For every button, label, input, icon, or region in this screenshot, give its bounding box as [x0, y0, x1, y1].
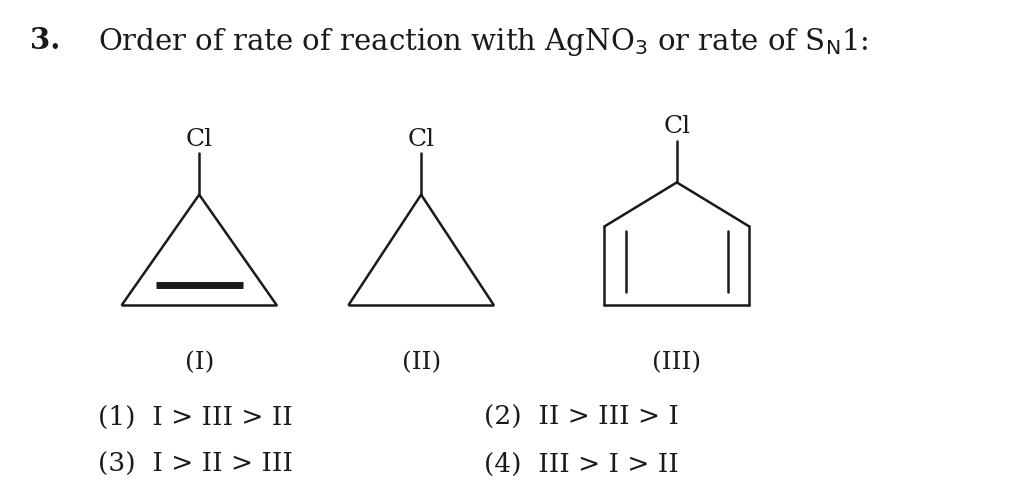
Text: (3)  I > II > III: (3) I > II > III: [98, 452, 293, 476]
Text: (II): (II): [401, 351, 440, 374]
Text: Cl: Cl: [408, 127, 435, 151]
Text: 3.: 3.: [31, 26, 60, 55]
Text: (I): (I): [184, 351, 214, 374]
Text: (2)  II > III > I: (2) II > III > I: [484, 405, 679, 430]
Text: Cl: Cl: [185, 127, 213, 151]
Text: (4)  III > I > II: (4) III > I > II: [484, 452, 679, 476]
Text: (1)  I > III > II: (1) I > III > II: [98, 405, 293, 430]
Text: Cl: Cl: [664, 115, 690, 138]
Text: (III): (III): [652, 351, 701, 374]
Text: Order of rate of reaction with AgNO$_3$ or rate of S$_{\mathrm{N}}$1:: Order of rate of reaction with AgNO$_3$ …: [98, 26, 868, 58]
